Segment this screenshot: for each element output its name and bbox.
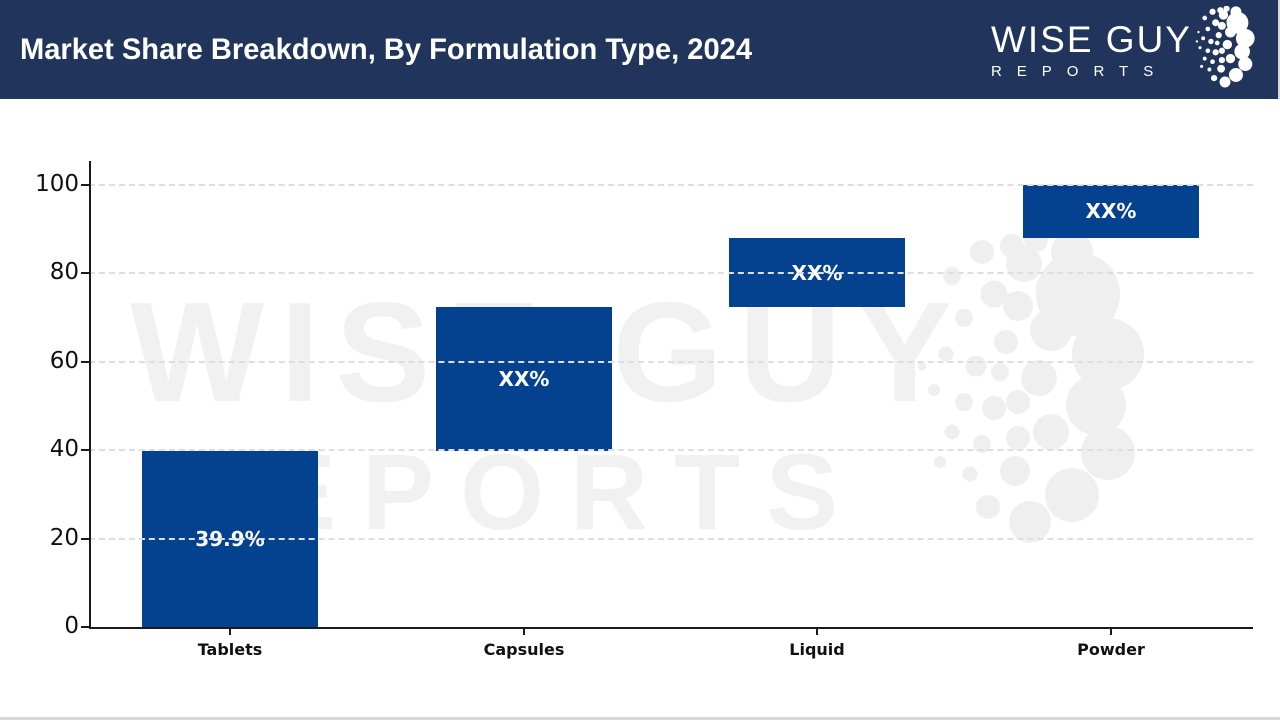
y-tick-label: 60 xyxy=(49,347,79,374)
x-tick-mark xyxy=(816,627,818,635)
logo-text: WISE GUY REPORTS xyxy=(991,21,1192,79)
gridline-100 xyxy=(89,184,1253,186)
logo-subtext: REPORTS xyxy=(990,62,1169,80)
x-tick-mark xyxy=(1110,627,1112,635)
y-tick-mark xyxy=(81,449,89,452)
y-tick-mark xyxy=(81,184,89,186)
x-axis-line xyxy=(89,627,1253,629)
y-tick-mark xyxy=(81,360,89,363)
y-tick-label: 0 xyxy=(64,613,79,639)
x-tick-label: Capsules xyxy=(483,640,565,659)
y-tick-mark xyxy=(81,537,89,540)
bar-value-label: XX% xyxy=(1085,199,1137,224)
chart: WISE GUY REPORTS 0 20 xyxy=(0,99,1280,717)
gridline-40 xyxy=(89,449,1253,452)
y-tick-mark xyxy=(81,272,89,275)
wise-guy-reports-logo: WISE GUY REPORTS xyxy=(991,5,1264,94)
bar-powder: XX% xyxy=(1023,185,1199,238)
page-title: Market Share Breakdown, By Formulation T… xyxy=(20,32,753,66)
dotted-head-icon xyxy=(1195,5,1255,87)
gridline-60 xyxy=(89,360,1253,363)
y-tick-label: 100 xyxy=(35,171,79,197)
y-tick-label: 80 xyxy=(49,259,79,286)
x-tick-label: Tablets xyxy=(197,640,263,659)
gridline-20 xyxy=(89,537,1253,540)
y-tick-label: 20 xyxy=(49,524,79,551)
x-tick-label: Liquid xyxy=(789,640,845,659)
gridline-80 xyxy=(89,272,1253,275)
x-tick-mark xyxy=(523,627,525,635)
x-tick-mark xyxy=(229,627,231,635)
bar-capsules: XX% xyxy=(436,307,612,451)
y-tick-mark xyxy=(81,626,89,628)
y-tick-label: 40 xyxy=(49,436,79,463)
header: Market Share Breakdown, By Formulation T… xyxy=(0,0,1278,99)
y-axis-line xyxy=(89,161,91,629)
x-tick-label: Powder xyxy=(1077,640,1145,659)
bar-value-label: XX% xyxy=(498,367,550,392)
logo-wordmark: WISE GUY xyxy=(990,18,1192,60)
